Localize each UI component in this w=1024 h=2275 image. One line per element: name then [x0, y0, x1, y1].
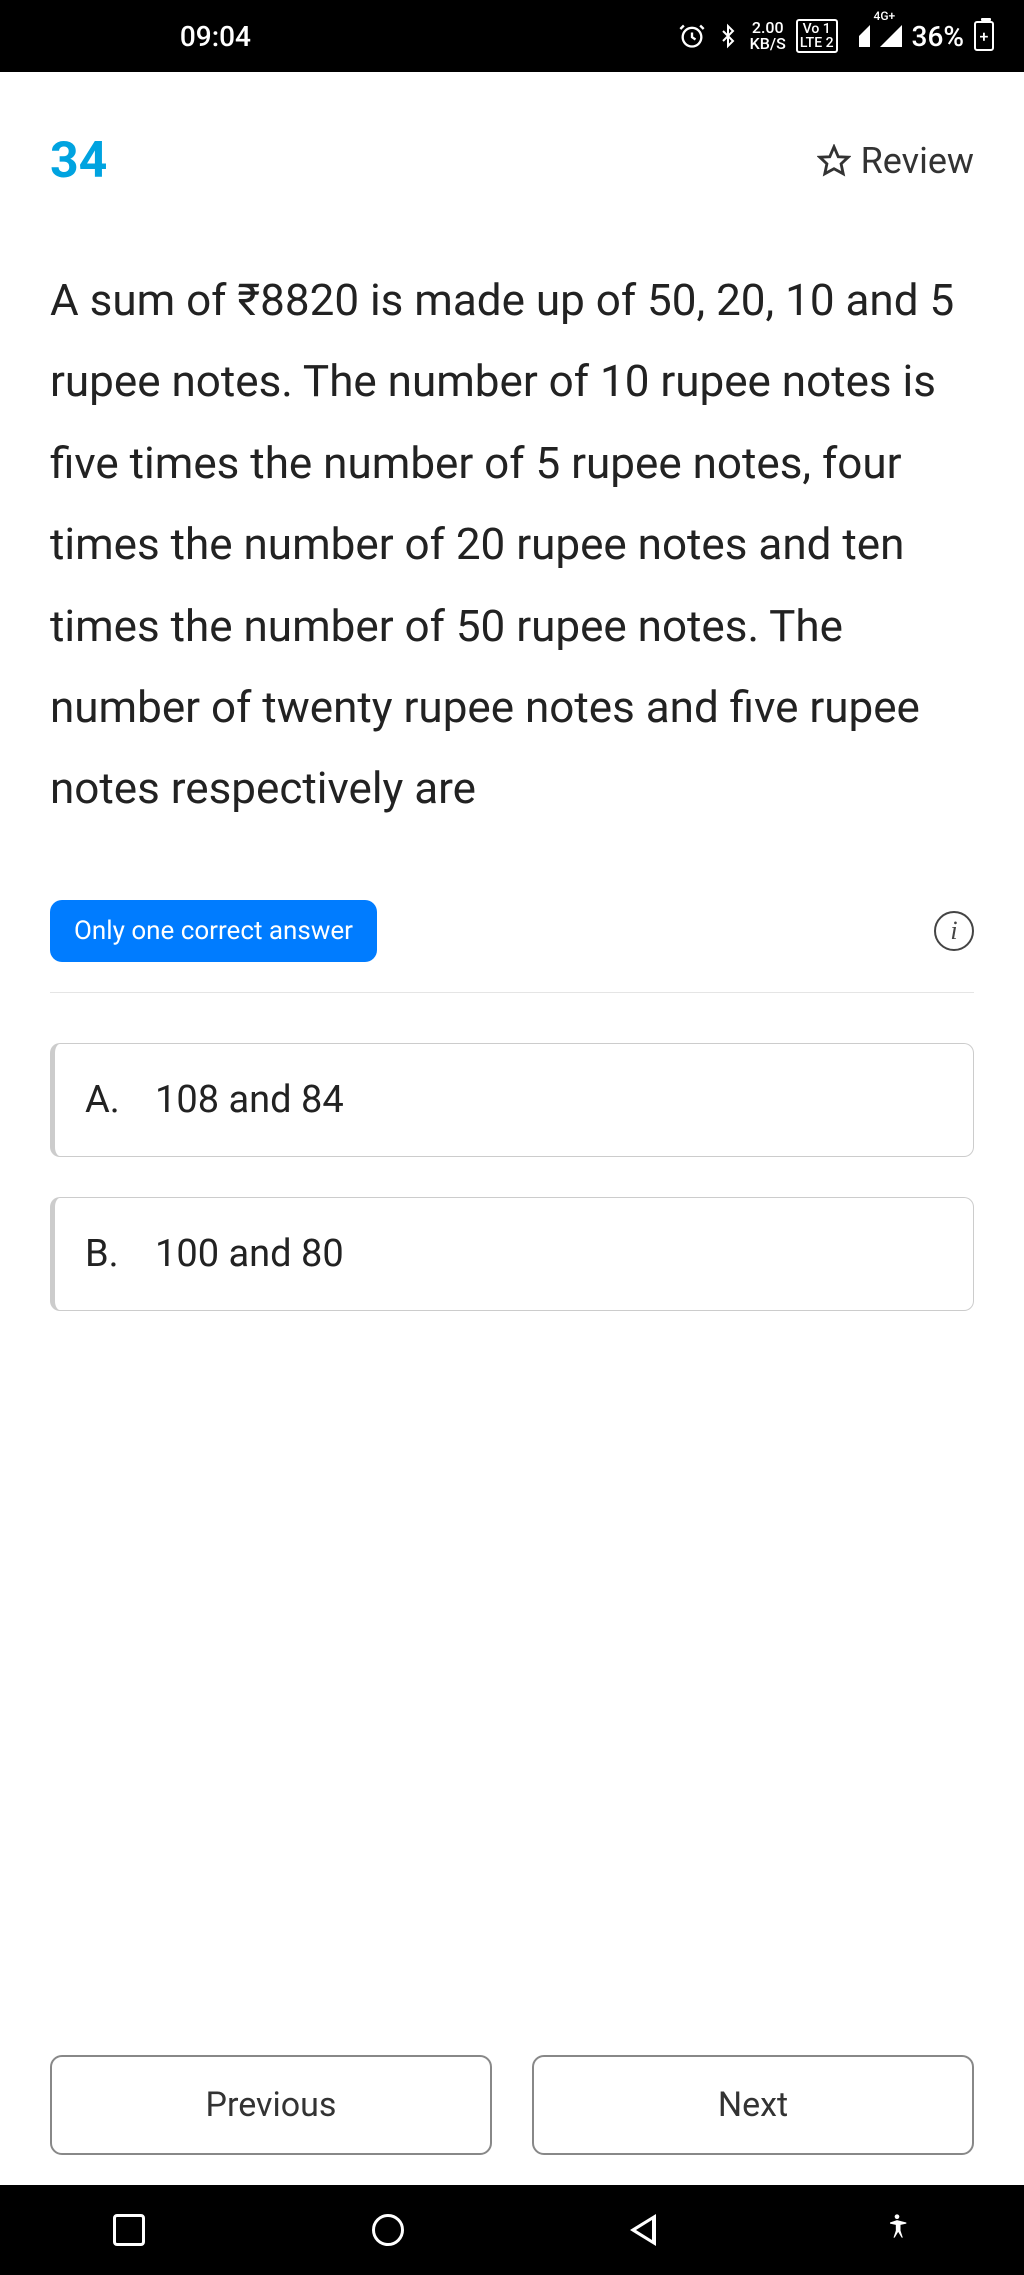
signal-2-icon: 4G+	[880, 25, 902, 47]
bluetooth-icon	[716, 22, 740, 50]
question-number: 34	[50, 132, 107, 190]
back-button[interactable]	[630, 2214, 656, 2246]
signal-1-icon	[848, 25, 870, 47]
info-icon[interactable]: i	[934, 911, 974, 951]
question-header: 34 Review	[50, 132, 974, 190]
options-list: A. 108 and 84 B. 100 and 80	[50, 1043, 974, 1311]
next-button[interactable]: Next	[532, 2055, 974, 2155]
divider	[50, 992, 974, 993]
previous-button[interactable]: Previous	[50, 2055, 492, 2155]
answer-type-badge: Only one correct answer	[50, 900, 377, 962]
screen: 09:04 2.00 KB/S Vo 1 LTE 2 4G+ 36%	[0, 0, 1024, 2275]
question-card: 34 Review A sum of ₹8820 is made up of 5…	[0, 72, 1024, 2185]
option-letter: B.	[85, 1232, 125, 1276]
option-letter: A.	[85, 1078, 125, 1122]
question-text: A sum of ₹8820 is made up of 50, 20, 10 …	[50, 260, 974, 830]
kbps-unit: KB/S	[750, 36, 786, 52]
badge-row: Only one correct answer i	[50, 900, 974, 962]
lte-top: Vo 1	[803, 22, 831, 36]
system-nav-bar	[0, 2185, 1024, 2275]
status-bar: 09:04 2.00 KB/S Vo 1 LTE 2 4G+ 36%	[0, 0, 1024, 72]
data-speed: 2.00 KB/S	[750, 20, 786, 52]
status-time: 09:04	[180, 20, 251, 53]
status-icons: 2.00 KB/S Vo 1 LTE 2 4G+ 36% +	[401, 19, 994, 53]
option-text: 100 and 80	[155, 1232, 344, 1276]
alarm-icon	[678, 22, 706, 50]
option-b[interactable]: B. 100 and 80	[50, 1197, 974, 1311]
battery-icon: +	[974, 21, 994, 51]
recents-button[interactable]	[113, 2214, 145, 2246]
lte-badge: Vo 1 LTE 2	[796, 19, 838, 53]
star-icon	[817, 144, 851, 178]
review-label: Review	[861, 140, 974, 182]
option-a[interactable]: A. 108 and 84	[50, 1043, 974, 1157]
home-button[interactable]	[372, 2214, 404, 2246]
status-time-wrap: 09:04	[30, 20, 401, 53]
accessibility-button[interactable]	[883, 2210, 911, 2250]
battery-pct: 36%	[912, 20, 964, 53]
nav-row: Previous Next	[50, 2035, 974, 2155]
option-text: 108 and 84	[155, 1078, 344, 1122]
network-type: 4G+	[874, 9, 896, 23]
review-button[interactable]: Review	[817, 140, 974, 182]
lte-bot: LTE 2	[800, 36, 834, 50]
